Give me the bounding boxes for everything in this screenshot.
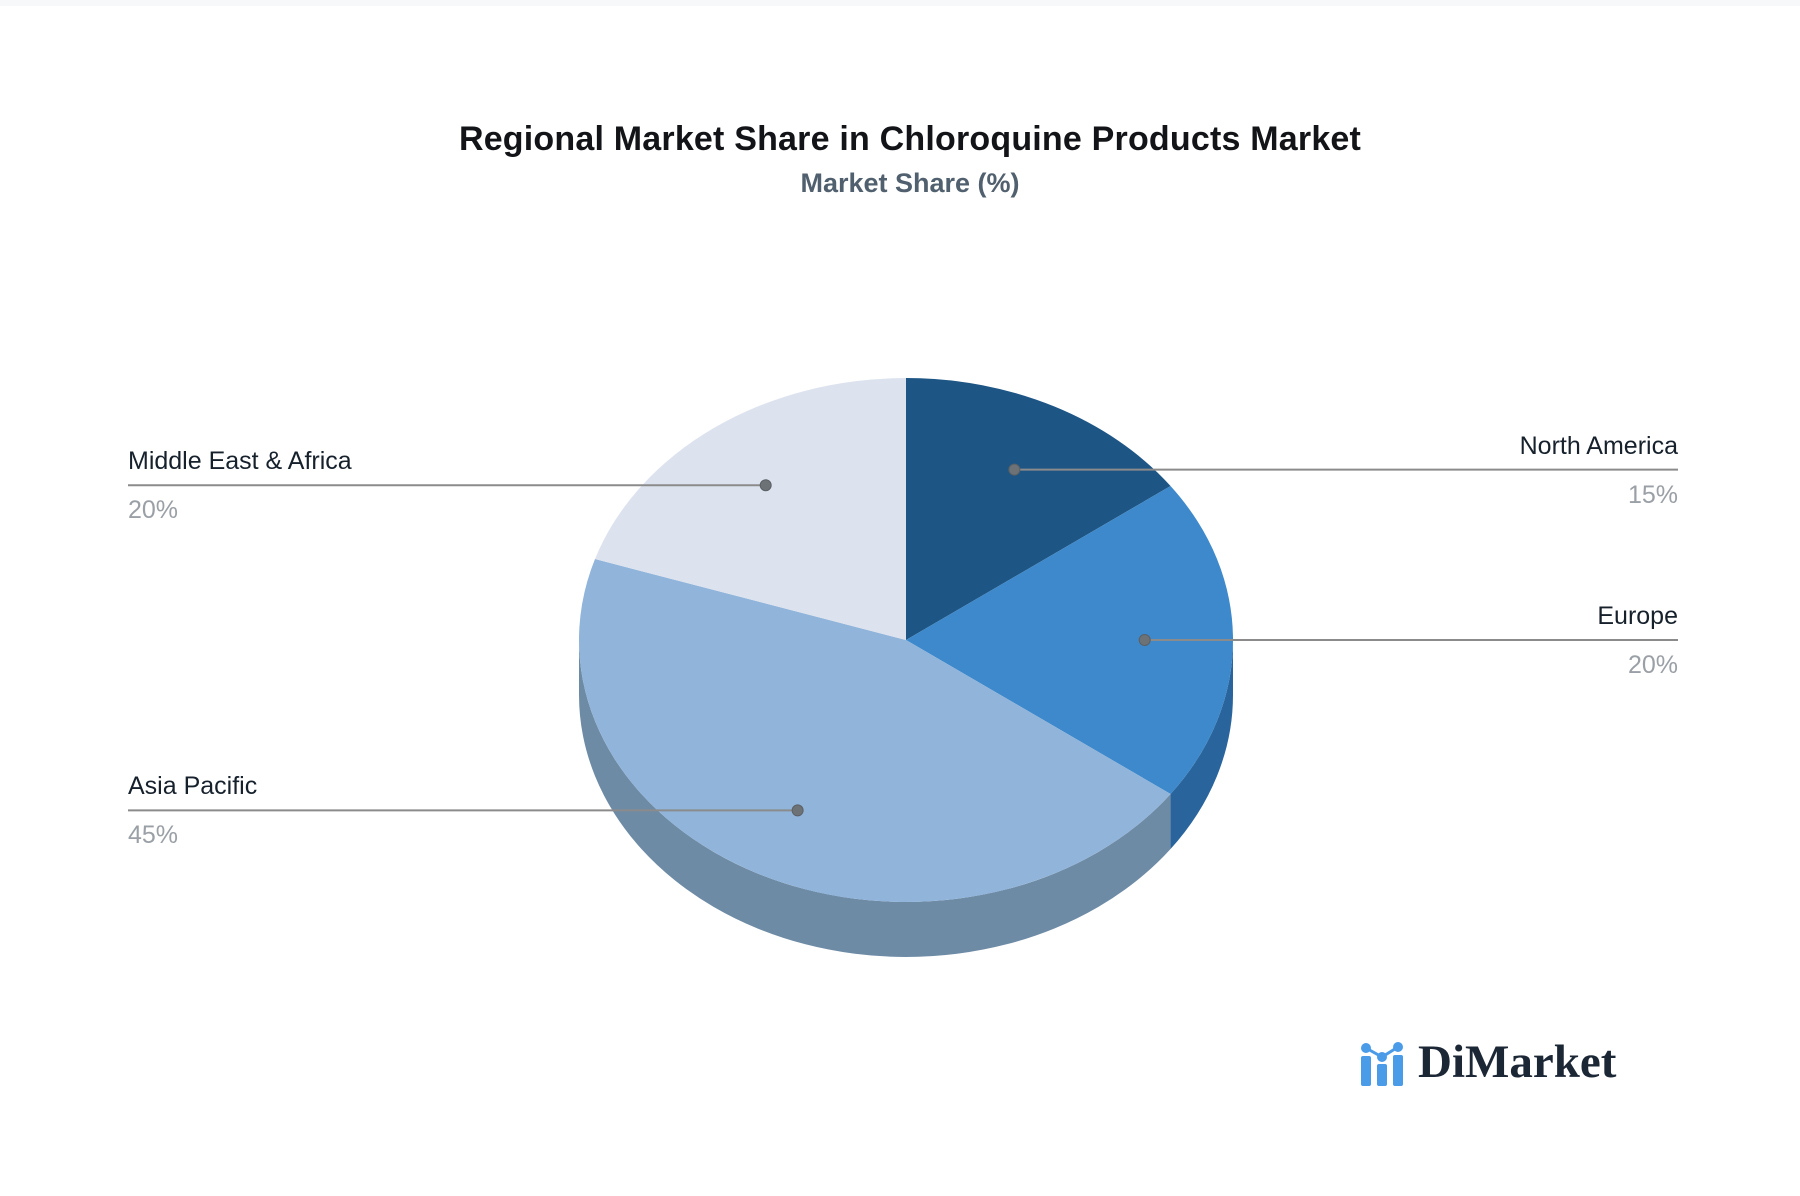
slice-value: 15% [1627,480,1678,509]
pie-rim [579,640,1233,958]
leader-dot [1008,463,1021,476]
pie-side-asia-pacific [579,640,1171,958]
pie-side-europe [1170,640,1233,849]
top-edge-strip [0,0,1800,6]
pie-slice-europe [906,486,1233,794]
slice-label: Europe [1597,602,1678,630]
slice-label: North America [1519,431,1678,460]
chart-title: Regional Market Share in Chloroquine Pro… [458,120,1362,158]
slice-value: 20% [1627,651,1678,679]
brand-logo: DiMarket [1358,1036,1616,1088]
pie-slice-north-america [906,378,1171,640]
pie-slice-asia-pacific [578,559,1171,903]
chart-subtitle: Market Share (%) [800,168,1020,198]
slice-value: 45% [128,821,179,850]
leader-dot [791,804,804,817]
slice-label: Asia Pacific [128,772,258,801]
slice-label: Middle East & Africa [128,447,352,476]
bar-line-chart-icon [1361,1042,1403,1086]
slice-value: 20% [128,496,179,525]
leader-dot [1138,634,1151,646]
leader-dot [759,479,772,492]
pie-slices [578,378,1233,903]
leader-lines [128,463,1678,817]
brand-name: DiMarket [1418,1036,1617,1088]
pie-slice-middle-east-africa [595,378,906,640]
